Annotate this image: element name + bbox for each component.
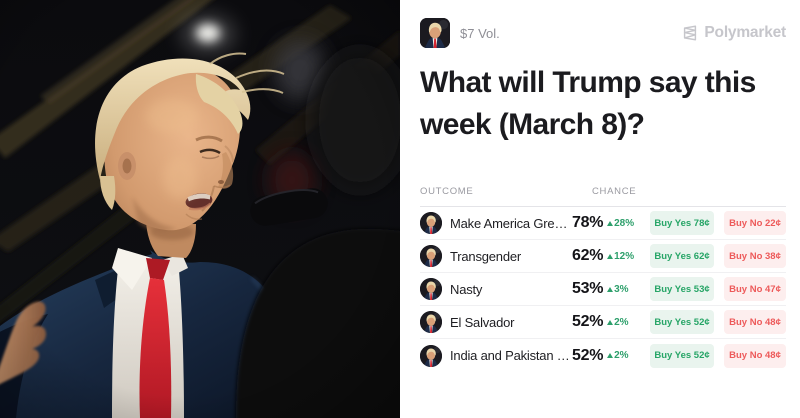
trump-avatar-icon [420, 212, 442, 234]
chance-delta: 28% [607, 218, 634, 229]
outcome-row[interactable]: El Salvador 52% 2% Buy Yes 52¢ Buy No 48… [420, 306, 786, 339]
chance-delta: 12% [607, 251, 634, 262]
chance-delta: 2% [607, 317, 629, 328]
buy-yes-button[interactable]: Buy Yes 62¢ [650, 244, 714, 268]
chance-column-header: CHANCE [592, 186, 637, 197]
outcome-row[interactable]: Nasty 53% 3% Buy Yes 53¢ Buy No 47¢ [420, 273, 786, 306]
outcome-name: El Salvador [450, 314, 515, 330]
up-arrow-icon [607, 319, 614, 325]
buy-yes-button[interactable]: Buy Yes 78¢ [650, 211, 714, 235]
outcome-chance: 52% 2% [572, 346, 629, 364]
outcome-chance: 52% 2% [572, 313, 629, 330]
outcome-chance: 78% 28% [572, 214, 635, 231]
volume-label: $7 Vol. [460, 25, 500, 41]
polymarket-icon [684, 25, 697, 41]
outcome-row[interactable]: Make America Great A... 78% 28% Buy Yes … [420, 207, 786, 240]
hero-photo [0, 0, 400, 418]
outcome-avatar [420, 245, 442, 267]
outcome-row[interactable]: Transgender 62% 12% Buy Yes 62¢ Buy No 3… [420, 240, 786, 273]
trump-avatar-icon [420, 345, 442, 367]
buy-no-button[interactable]: Buy No 48¢ [724, 343, 786, 368]
chance-delta: 3% [607, 284, 629, 295]
outcome-row[interactable]: India and Pakistan / In... 52% 2% Buy Ye… [420, 339, 786, 372]
table-header: OUTCOME CHANCE [420, 186, 786, 207]
buy-yes-button[interactable]: Buy Yes 52¢ [650, 343, 714, 368]
buy-yes-button[interactable]: Buy Yes 52¢ [650, 310, 714, 334]
outcome-avatar [420, 278, 442, 300]
outcome-name: Transgender [450, 248, 522, 264]
chance-delta: 2% [607, 350, 629, 361]
outcome-chance: 62% 12% [572, 247, 635, 264]
outcome-column-header: OUTCOME [420, 186, 474, 197]
market-card: $7 Vol. Polymarket What will Trump say t… [400, 0, 800, 418]
trump-avatar-icon [420, 18, 450, 48]
market-meta: $7 Vol. [420, 18, 500, 48]
card-header: $7 Vol. Polymarket [420, 18, 786, 48]
up-arrow-icon [607, 220, 614, 226]
buy-no-button[interactable]: Buy No 22¢ [724, 211, 786, 235]
market-title: What will Trump say this week (March 8)? [420, 66, 756, 141]
trump-avatar-icon [420, 311, 442, 333]
up-arrow-icon [607, 253, 614, 259]
up-arrow-icon [607, 286, 614, 292]
outcomes-table: OUTCOME CHANCE Make America Great A... 7… [420, 186, 786, 372]
polymarket-logo[interactable]: Polymarket [681, 24, 786, 42]
up-arrow-icon [607, 353, 614, 358]
outcome-name: Make America Great A... [450, 215, 572, 231]
buy-yes-button[interactable]: Buy Yes 53¢ [650, 277, 714, 301]
polymarket-wordmark: Polymarket [704, 24, 786, 41]
outcome-avatar [420, 212, 442, 234]
outcome-name: Nasty [450, 281, 483, 297]
outcome-name: India and Pakistan / In... [450, 348, 572, 363]
buy-no-button[interactable]: Buy No 47¢ [724, 277, 786, 301]
outcome-chance: 53% 3% [572, 280, 629, 297]
trump-avatar-icon [420, 245, 442, 267]
outcome-avatar [420, 344, 442, 367]
trump-avatar-icon [420, 278, 442, 300]
trump-photo-illustration [0, 0, 400, 418]
buy-no-button[interactable]: Buy No 38¢ [724, 244, 786, 268]
outcome-avatar [420, 311, 442, 333]
market-avatar [420, 18, 450, 48]
buy-no-button[interactable]: Buy No 48¢ [724, 310, 786, 334]
